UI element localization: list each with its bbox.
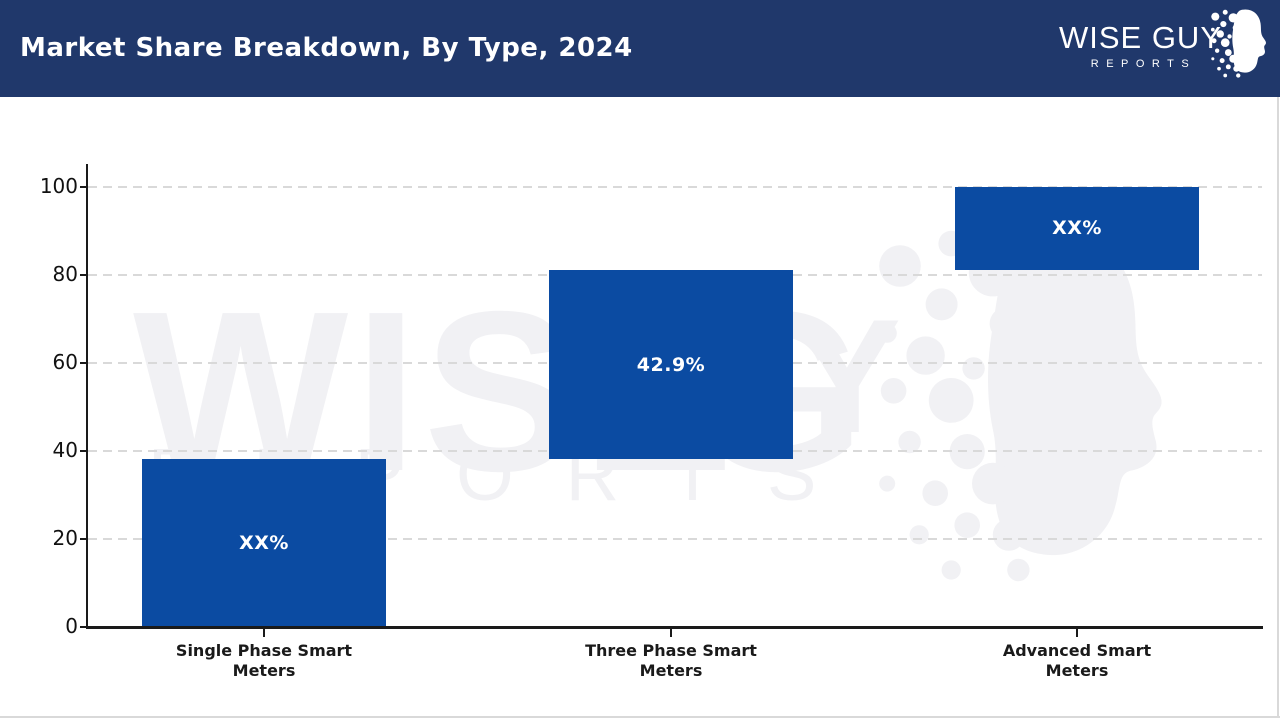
x-category-line: Meters — [232, 661, 296, 680]
y-grid-line — [88, 537, 1262, 540]
bar-value-label: XX% — [239, 532, 289, 555]
bar-segment: 42.9% — [549, 270, 793, 460]
x-tick-mark — [670, 628, 672, 637]
bar-segment: XX% — [955, 186, 1199, 271]
y-tick-mark — [80, 185, 88, 188]
y-grid-line — [88, 185, 1262, 188]
watermark-wordmark: Y — [793, 286, 902, 467]
y-tick-label: 40 — [52, 437, 78, 462]
bar-segment: XX% — [142, 459, 386, 627]
header-bar: Market Share Breakdown, By Type, 2024 WI… — [0, 0, 1280, 97]
x-category-line: Advanced Smart — [1002, 641, 1152, 660]
x-tick-mark — [1076, 628, 1078, 637]
y-tick-mark — [80, 449, 88, 452]
logo-wordmark: WISE GUY — [1058, 19, 1222, 55]
y-tick-mark — [80, 626, 88, 628]
x-category-label: Advanced Smart Meters — [917, 641, 1237, 681]
brand-logo-text: WISE GUY REPORTS — [1059, 20, 1222, 70]
y-tick-mark — [80, 361, 88, 364]
x-category-line: Three Phase Smart — [585, 641, 757, 660]
y-tick-mark — [80, 537, 88, 540]
page-bottom-border — [0, 716, 1280, 718]
x-category-label: Single Phase Smart Meters — [104, 641, 424, 681]
y-axis-line — [86, 164, 88, 629]
x-axis-line — [86, 626, 1263, 629]
x-tick-mark — [263, 628, 265, 637]
y-tick-label: 0 — [65, 614, 78, 638]
y-tick-label: 80 — [52, 261, 78, 286]
bar-value-label: XX% — [1052, 217, 1102, 240]
y-tick-label: 60 — [52, 349, 78, 374]
x-category-line: Meters — [1045, 661, 1109, 680]
y-tick-label: 100 — [39, 173, 78, 198]
x-category-line: Meters — [639, 661, 703, 680]
x-category-label: Three Phase Smart Meters — [511, 641, 831, 681]
logo-tagline: REPORTS — [1090, 57, 1197, 70]
x-category-line: Single Phase Smart — [175, 641, 353, 660]
y-tick-mark — [80, 273, 88, 276]
brand-logo: WISE GUY REPORTS — [1059, 7, 1268, 82]
page-title: Market Share Breakdown, By Type, 2024 — [20, 33, 633, 63]
y-tick-label: 20 — [52, 525, 78, 550]
page-right-border — [1277, 97, 1279, 718]
bar-value-label: 42.9% — [636, 353, 706, 376]
